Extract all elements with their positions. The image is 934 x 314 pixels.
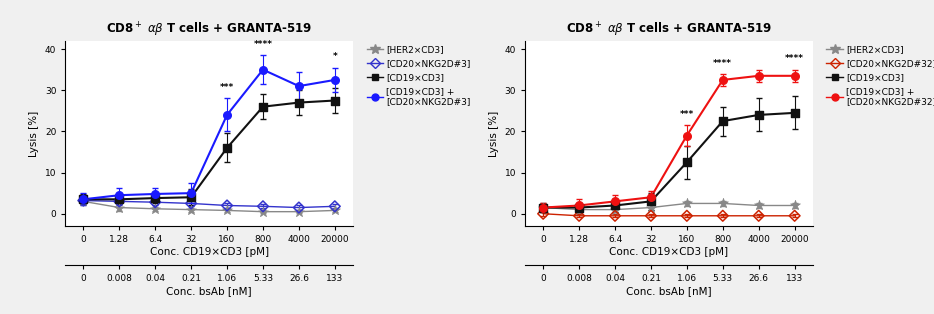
Point <box>184 201 199 206</box>
Text: ****: **** <box>714 59 732 68</box>
Point <box>256 67 271 72</box>
Point <box>291 84 306 89</box>
Point <box>751 213 766 218</box>
X-axis label: Conc. bsAb [nM]: Conc. bsAb [nM] <box>166 286 252 296</box>
Point <box>607 213 622 218</box>
Point <box>256 209 271 214</box>
Point <box>679 201 694 206</box>
Point <box>327 204 342 209</box>
Point <box>327 208 342 213</box>
Point <box>291 100 306 105</box>
Point <box>219 203 234 208</box>
Point <box>291 209 306 214</box>
Point <box>256 104 271 109</box>
Title: CD8$^+$ $\alpha\beta$ T cells + GRANTA-519: CD8$^+$ $\alpha\beta$ T cells + GRANTA-5… <box>106 21 312 39</box>
Point <box>184 207 199 212</box>
Point <box>679 133 694 138</box>
Point <box>148 206 163 211</box>
Point <box>76 197 91 202</box>
Point <box>112 205 127 210</box>
Point <box>787 110 802 115</box>
Point <box>644 199 658 204</box>
Point <box>787 213 802 218</box>
Text: ***: *** <box>680 110 694 119</box>
Point <box>184 191 199 196</box>
Point <box>219 112 234 117</box>
Point <box>112 193 127 198</box>
Point <box>715 78 730 83</box>
Point <box>715 213 730 218</box>
Point <box>112 197 127 202</box>
Point <box>607 199 622 204</box>
Text: ****: **** <box>785 54 804 63</box>
Point <box>715 201 730 206</box>
Point <box>327 78 342 83</box>
Point <box>148 196 163 201</box>
Y-axis label: Lysis [%]: Lysis [%] <box>489 110 499 157</box>
Point <box>751 203 766 208</box>
Point <box>644 195 658 200</box>
Point <box>536 205 551 210</box>
Point <box>148 192 163 197</box>
Point <box>679 213 694 218</box>
Point <box>572 207 587 212</box>
Point <box>751 73 766 78</box>
Point <box>751 112 766 117</box>
Point <box>76 198 91 203</box>
Legend: [HER2×CD3], [CD20×NKG2D#32], [CD19×CD3], [CD19×CD3] +
[CD20×NKG2D#32]: [HER2×CD3], [CD20×NKG2D#32], [CD19×CD3],… <box>823 42 934 110</box>
Point <box>148 200 163 205</box>
Point <box>644 213 658 218</box>
Point <box>607 203 622 208</box>
Point <box>572 203 587 208</box>
Title: CD8$^+$ $\alpha\beta$ T cells + GRANTA-519: CD8$^+$ $\alpha\beta$ T cells + GRANTA-5… <box>566 21 771 39</box>
Point <box>607 207 622 212</box>
Point <box>787 73 802 78</box>
Point <box>184 195 199 200</box>
Point <box>327 98 342 103</box>
Point <box>76 197 91 202</box>
Point <box>76 199 91 204</box>
Text: ***: *** <box>219 83 234 92</box>
Legend: [HER2×CD3], [CD20×NKG2D#3], [CD19×CD3], [CD19×CD3] +
[CD20×NKG2D#3]: [HER2×CD3], [CD20×NKG2D#3], [CD19×CD3], … <box>363 42 474 110</box>
X-axis label: Conc. CD19×CD3 [pM]: Conc. CD19×CD3 [pM] <box>609 247 729 257</box>
Point <box>679 160 694 165</box>
Point <box>536 211 551 216</box>
Point <box>219 145 234 150</box>
Point <box>572 213 587 218</box>
Y-axis label: Lysis [%]: Lysis [%] <box>29 110 39 157</box>
Point <box>291 205 306 210</box>
X-axis label: Conc. bsAb [nM]: Conc. bsAb [nM] <box>626 286 712 296</box>
Point <box>787 203 802 208</box>
Point <box>219 208 234 213</box>
X-axis label: Conc. CD19×CD3 [pM]: Conc. CD19×CD3 [pM] <box>149 247 269 257</box>
Point <box>572 205 587 210</box>
Point <box>644 205 658 210</box>
Point <box>536 205 551 210</box>
Point <box>536 205 551 210</box>
Text: ****: **** <box>253 40 273 49</box>
Point <box>256 204 271 209</box>
Text: *: * <box>333 52 337 62</box>
Point <box>715 119 730 124</box>
Point <box>112 199 127 204</box>
